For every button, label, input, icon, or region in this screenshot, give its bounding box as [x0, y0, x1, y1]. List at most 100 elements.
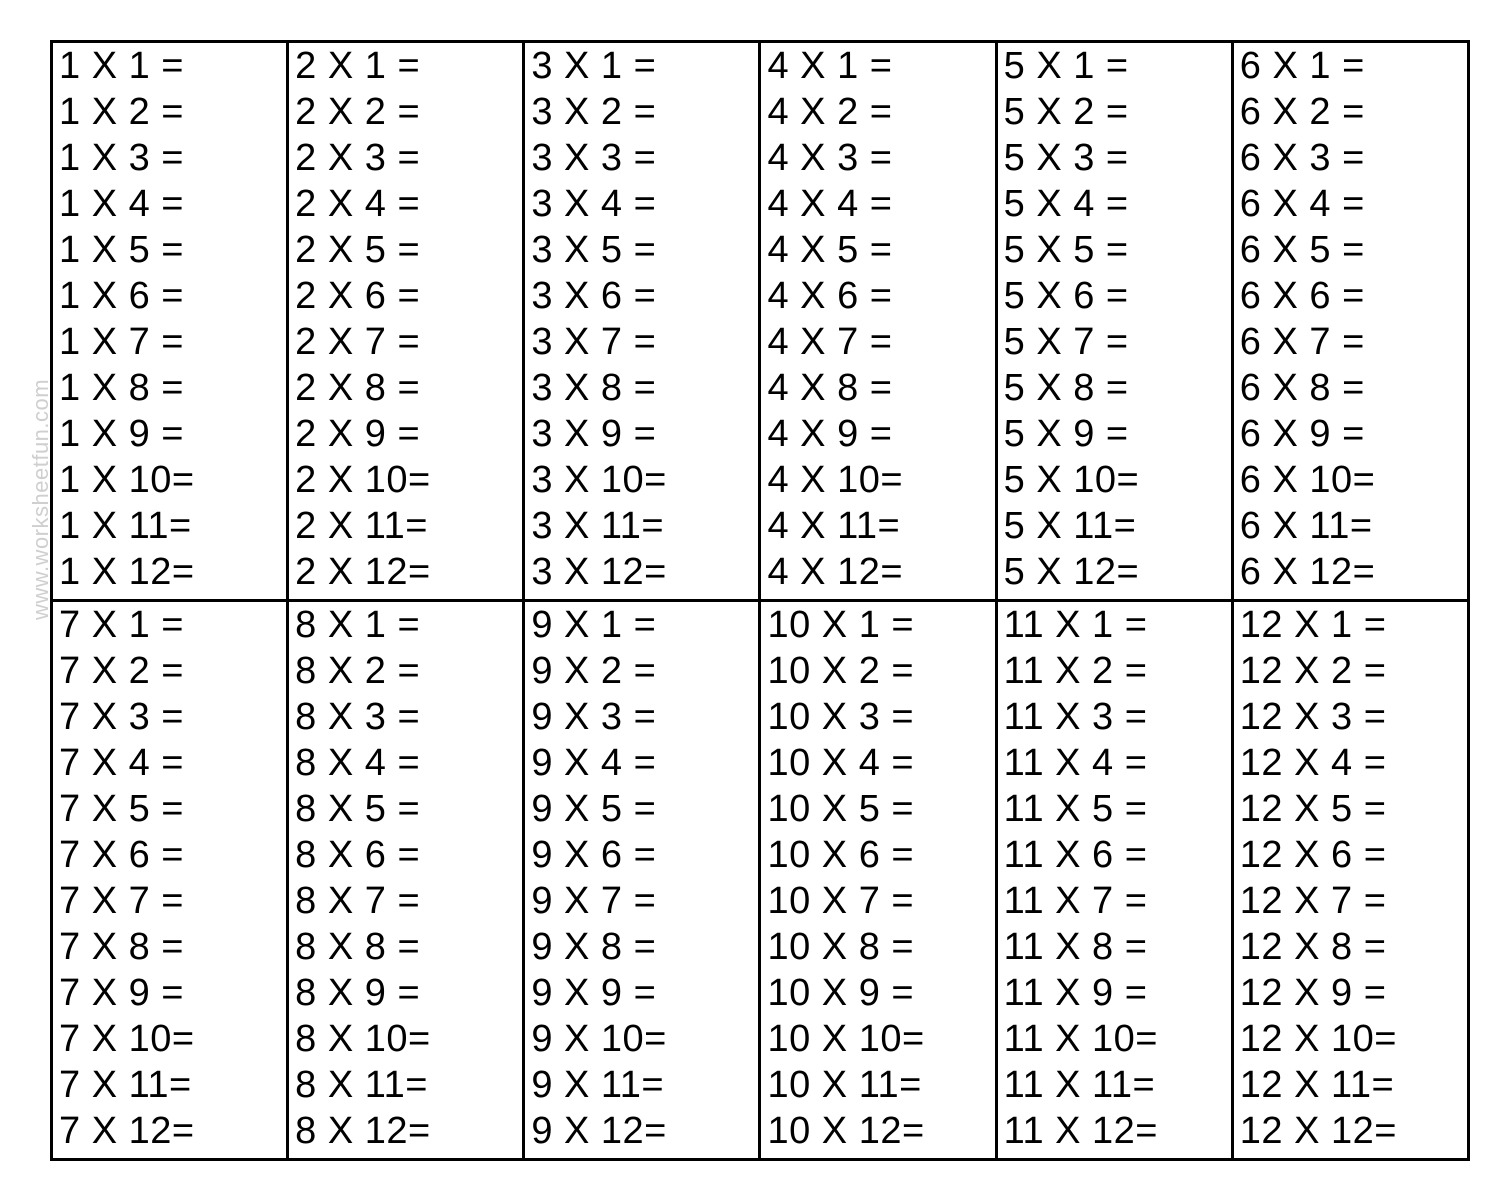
equation-line: 5 X 7 =	[1004, 319, 1225, 365]
equation-line: 10 X 10=	[767, 1016, 988, 1062]
equation-line: 7 X 8 =	[59, 924, 280, 970]
grid-cell-10: 10 X 1 =10 X 2 =10 X 3 =10 X 4 =10 X 5 =…	[760, 601, 996, 1160]
equation-line: 5 X 8 =	[1004, 365, 1225, 411]
equation-line: 8 X 12=	[295, 1108, 516, 1154]
grid-cell-12: 12 X 1 =12 X 2 =12 X 3 =12 X 4 =12 X 5 =…	[1232, 601, 1468, 1160]
equation-line: 2 X 9 =	[295, 411, 516, 457]
equation-line: 12 X 9 =	[1240, 970, 1461, 1016]
equation-line: 2 X 12=	[295, 549, 516, 595]
equation-line: 12 X 6 =	[1240, 832, 1461, 878]
equation-line: 6 X 2 =	[1240, 89, 1461, 135]
equation-line: 6 X 7 =	[1240, 319, 1461, 365]
equation-line: 10 X 6 =	[767, 832, 988, 878]
equation-line: 7 X 3 =	[59, 694, 280, 740]
grid-cell-9: 9 X 1 =9 X 2 =9 X 3 =9 X 4 =9 X 5 =9 X 6…	[524, 601, 760, 1160]
equation-line: 2 X 6 =	[295, 273, 516, 319]
equation-line: 5 X 6 =	[1004, 273, 1225, 319]
equation-line: 2 X 11=	[295, 503, 516, 549]
grid-cell-6: 6 X 1 =6 X 2 =6 X 3 =6 X 4 =6 X 5 =6 X 6…	[1232, 42, 1468, 601]
equation-line: 7 X 11=	[59, 1062, 280, 1108]
equation-line: 4 X 1 =	[767, 43, 988, 89]
equation-line: 11 X 10=	[1004, 1016, 1225, 1062]
equation-line: 8 X 8 =	[295, 924, 516, 970]
equation-line: 11 X 11=	[1004, 1062, 1225, 1108]
equation-line: 7 X 2 =	[59, 648, 280, 694]
equation-line: 6 X 4 =	[1240, 181, 1461, 227]
equation-line: 6 X 5 =	[1240, 227, 1461, 273]
equation-line: 3 X 1 =	[531, 43, 752, 89]
equation-line: 7 X 9 =	[59, 970, 280, 1016]
equation-line: 2 X 1 =	[295, 43, 516, 89]
equation-line: 11 X 2 =	[1004, 648, 1225, 694]
equation-line: 5 X 2 =	[1004, 89, 1225, 135]
grid-body: 1 X 1 =1 X 2 =1 X 3 =1 X 4 =1 X 5 =1 X 6…	[52, 42, 1469, 1160]
equation-line: 1 X 11=	[59, 503, 280, 549]
equation-line: 12 X 12=	[1240, 1108, 1461, 1154]
equation-line: 11 X 6 =	[1004, 832, 1225, 878]
equation-line: 1 X 6 =	[59, 273, 280, 319]
equation-line: 3 X 11=	[531, 503, 752, 549]
equation-line: 1 X 12=	[59, 549, 280, 595]
equation-line: 1 X 7 =	[59, 319, 280, 365]
equation-line: 9 X 9 =	[531, 970, 752, 1016]
equation-line: 9 X 5 =	[531, 786, 752, 832]
equation-line: 3 X 12=	[531, 549, 752, 595]
equation-line: 1 X 1 =	[59, 43, 280, 89]
equation-line: 1 X 4 =	[59, 181, 280, 227]
grid-cell-8: 8 X 1 =8 X 2 =8 X 3 =8 X 4 =8 X 5 =8 X 6…	[288, 601, 524, 1160]
grid-cell-11: 11 X 1 =11 X 2 =11 X 3 =11 X 4 =11 X 5 =…	[996, 601, 1232, 1160]
equation-line: 2 X 5 =	[295, 227, 516, 273]
equation-line: 9 X 8 =	[531, 924, 752, 970]
equation-line: 12 X 3 =	[1240, 694, 1461, 740]
equation-line: 10 X 7 =	[767, 878, 988, 924]
equation-line: 11 X 1 =	[1004, 602, 1225, 648]
equation-line: 7 X 6 =	[59, 832, 280, 878]
worksheet-page: www.worksheetfun.com 1 X 1 =1 X 2 =1 X 3…	[0, 0, 1500, 1187]
equation-line: 1 X 5 =	[59, 227, 280, 273]
equation-line: 9 X 4 =	[531, 740, 752, 786]
equation-line: 9 X 11=	[531, 1062, 752, 1108]
equation-line: 8 X 6 =	[295, 832, 516, 878]
equation-line: 11 X 7 =	[1004, 878, 1225, 924]
equation-line: 1 X 8 =	[59, 365, 280, 411]
equation-line: 3 X 8 =	[531, 365, 752, 411]
equation-line: 12 X 10=	[1240, 1016, 1461, 1062]
equation-line: 8 X 5 =	[295, 786, 516, 832]
equation-line: 2 X 10=	[295, 457, 516, 503]
equation-line: 8 X 1 =	[295, 602, 516, 648]
equation-line: 5 X 4 =	[1004, 181, 1225, 227]
equation-line: 10 X 1 =	[767, 602, 988, 648]
equation-line: 4 X 12=	[767, 549, 988, 595]
equation-line: 10 X 3 =	[767, 694, 988, 740]
equation-line: 11 X 4 =	[1004, 740, 1225, 786]
equation-line: 3 X 9 =	[531, 411, 752, 457]
equation-line: 12 X 1 =	[1240, 602, 1461, 648]
equation-line: 12 X 5 =	[1240, 786, 1461, 832]
multiplication-grid: 1 X 1 =1 X 2 =1 X 3 =1 X 4 =1 X 5 =1 X 6…	[50, 40, 1470, 1161]
grid-cell-5: 5 X 1 =5 X 2 =5 X 3 =5 X 4 =5 X 5 =5 X 6…	[996, 42, 1232, 601]
equation-line: 8 X 10=	[295, 1016, 516, 1062]
equation-line: 3 X 4 =	[531, 181, 752, 227]
equation-line: 4 X 4 =	[767, 181, 988, 227]
equation-line: 9 X 12=	[531, 1108, 752, 1154]
equation-line: 1 X 3 =	[59, 135, 280, 181]
equation-line: 10 X 9 =	[767, 970, 988, 1016]
equation-line: 11 X 12=	[1004, 1108, 1225, 1154]
equation-line: 5 X 3 =	[1004, 135, 1225, 181]
equation-line: 5 X 9 =	[1004, 411, 1225, 457]
equation-line: 12 X 11=	[1240, 1062, 1461, 1108]
equation-line: 9 X 6 =	[531, 832, 752, 878]
equation-line: 9 X 1 =	[531, 602, 752, 648]
equation-line: 4 X 11=	[767, 503, 988, 549]
equation-line: 10 X 2 =	[767, 648, 988, 694]
equation-line: 7 X 5 =	[59, 786, 280, 832]
equation-line: 12 X 4 =	[1240, 740, 1461, 786]
equation-line: 2 X 3 =	[295, 135, 516, 181]
equation-line: 10 X 4 =	[767, 740, 988, 786]
equation-line: 4 X 10=	[767, 457, 988, 503]
equation-line: 4 X 8 =	[767, 365, 988, 411]
equation-line: 12 X 2 =	[1240, 648, 1461, 694]
equation-line: 5 X 5 =	[1004, 227, 1225, 273]
equation-line: 8 X 7 =	[295, 878, 516, 924]
equation-line: 6 X 8 =	[1240, 365, 1461, 411]
